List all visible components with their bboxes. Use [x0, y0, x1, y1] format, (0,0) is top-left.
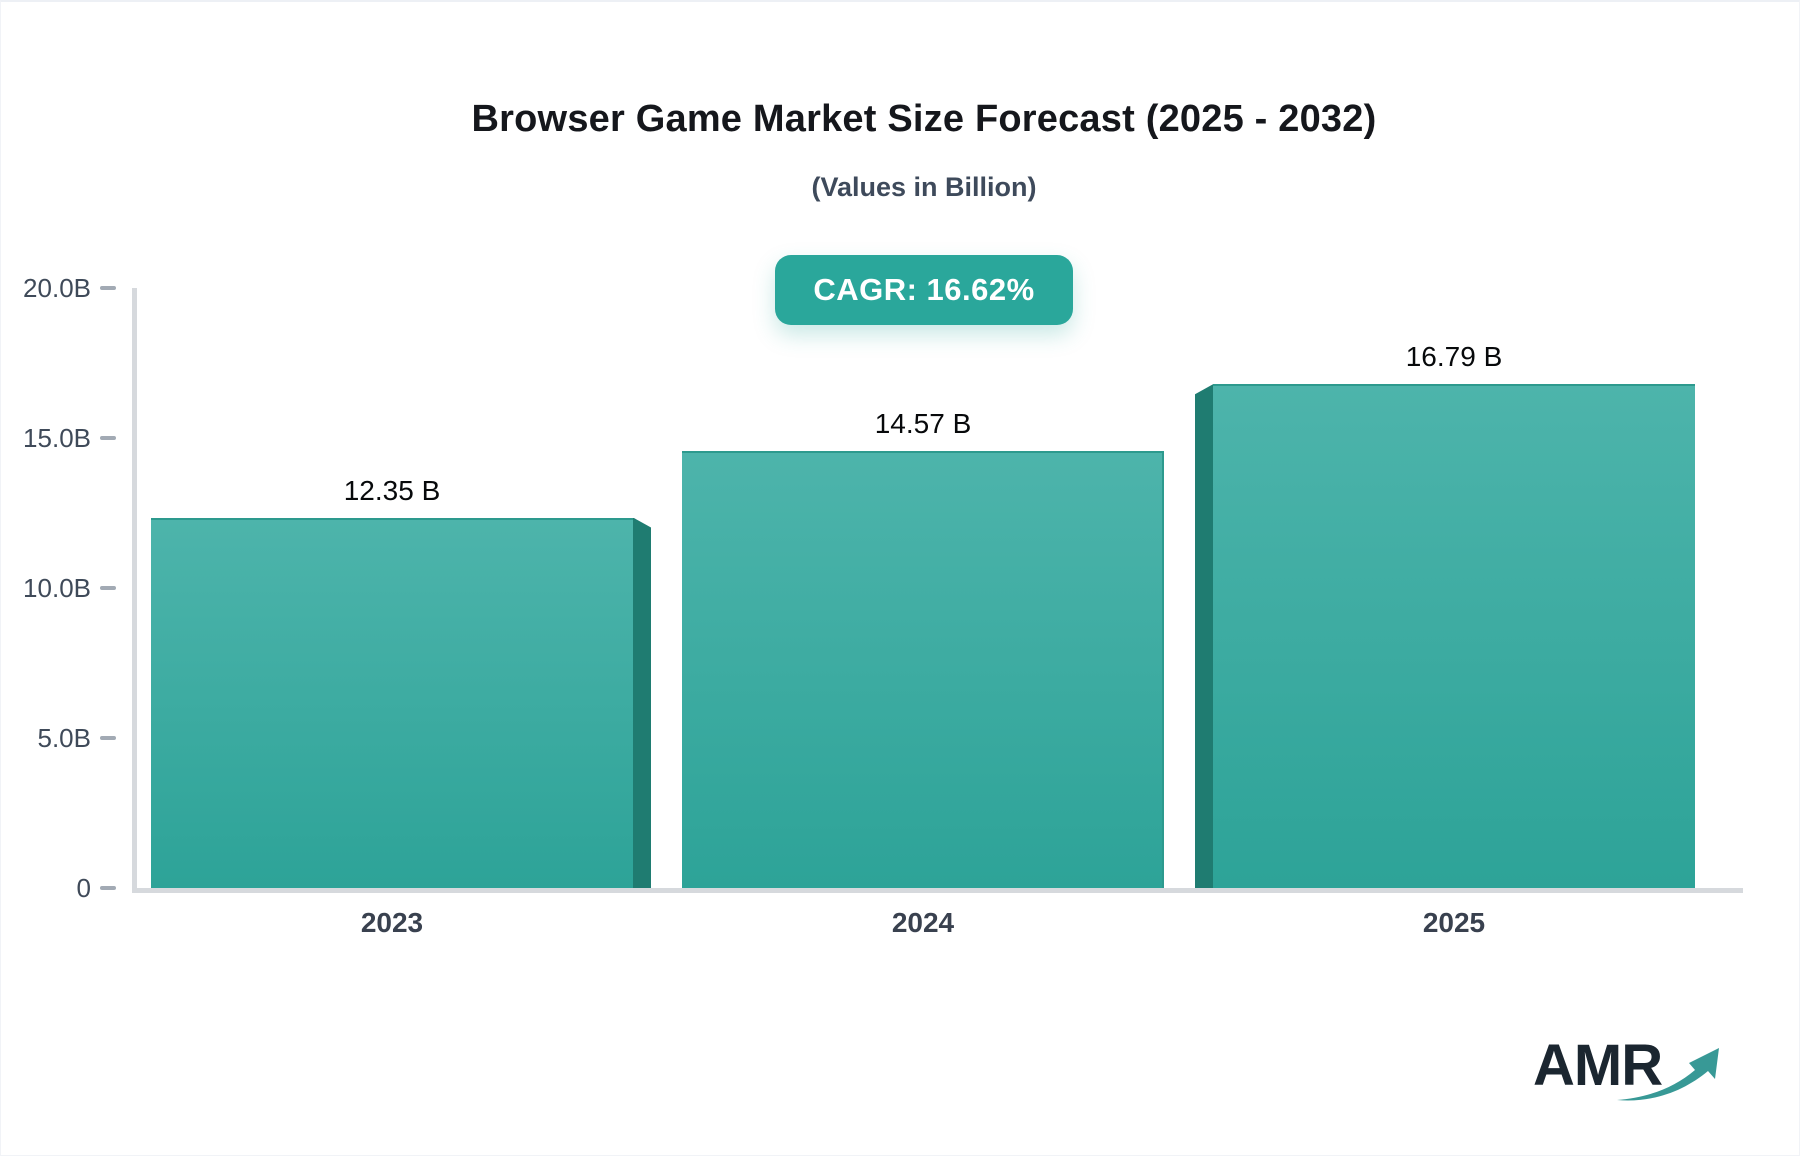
- amr-logo: AMR: [1533, 1032, 1733, 1112]
- x-axis-label: 2024: [891, 907, 955, 938]
- bar-3d-side: [633, 517, 651, 888]
- bar-2025: [1213, 384, 1695, 888]
- y-tick-dash: [100, 736, 116, 740]
- bar-value-label: 14.57 B: [874, 407, 972, 439]
- bar-2023: [151, 517, 633, 888]
- bar-3d-side: [1195, 384, 1213, 888]
- y-tick-label: 5.0B: [37, 723, 92, 753]
- y-tick-label: 20.0B: [23, 273, 91, 303]
- cagr-badge: CAGR: 16.62%: [775, 255, 1073, 325]
- amr-logo-text: AMR: [1533, 1033, 1663, 1098]
- x-axis-line: [132, 888, 1743, 893]
- y-tick-dash: [100, 886, 116, 890]
- y-tick-label: 10.0B: [23, 573, 91, 603]
- bar-value-label: 16.79 B: [1405, 341, 1503, 373]
- bar-value-label: 12.35 B: [343, 474, 441, 506]
- cagr-badge-wrap: CAGR: 16.62%: [49, 255, 1799, 325]
- y-axis-line: [132, 288, 137, 893]
- x-axis-label: 2023: [360, 907, 424, 938]
- chart-subtitle: (Values in Billion): [811, 172, 1037, 202]
- chart-title: Browser Game Market Size Forecast (2025 …: [471, 98, 1377, 140]
- y-tick-label: 0: [76, 873, 91, 903]
- y-tick-dash: [100, 286, 116, 290]
- y-tick-dash: [100, 436, 116, 440]
- y-tick-dash: [100, 586, 116, 590]
- growth-arrow-icon: [1617, 1048, 1719, 1101]
- x-axis-label: 2025: [1422, 907, 1486, 938]
- y-tick-label: 15.0B: [23, 423, 91, 453]
- bar-2024: [682, 450, 1164, 888]
